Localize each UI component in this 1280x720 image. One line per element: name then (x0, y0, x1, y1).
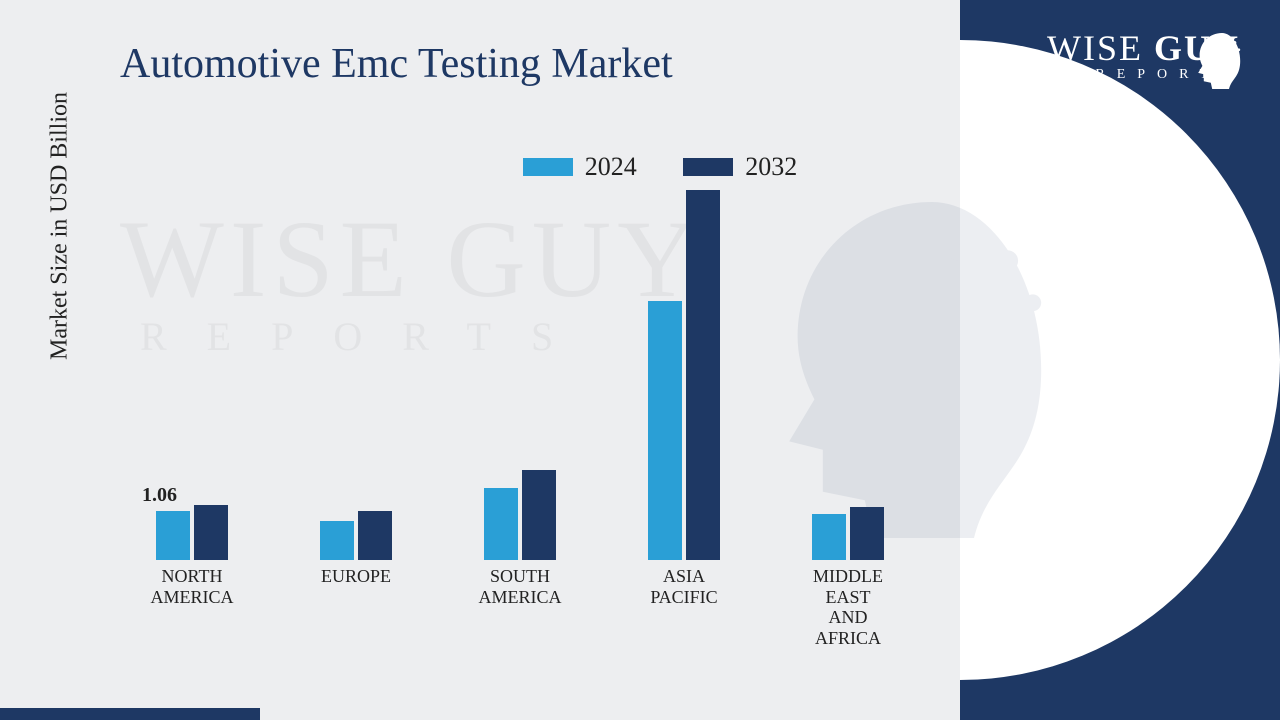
y-axis-label: Market Size in USD Billion (47, 92, 74, 360)
category-label: EUROPE (276, 560, 436, 587)
bar-2024 (484, 488, 518, 560)
bar-2032 (194, 505, 228, 561)
brand-head-icon (1180, 26, 1250, 96)
bar-2024 (648, 301, 682, 560)
legend-swatch-2024 (523, 158, 573, 176)
legend-label-2032: 2032 (745, 152, 797, 181)
bar-2032 (358, 511, 392, 560)
legend-swatch-2032 (683, 158, 733, 176)
legend: 2024 2032 (0, 150, 1280, 182)
category-label: ASIAPACIFIC (604, 560, 764, 607)
bar-group: ASIAPACIFIC (648, 190, 720, 560)
plot-area: NORTHAMERICA1.06 EUROPE SOUTHAMERICA ASIAPA… (110, 190, 930, 560)
category-label: SOUTHAMERICA (440, 560, 600, 607)
bar-group: MIDDLEEASTANDAFRICA (812, 190, 884, 560)
footer-accent-bar (0, 708, 260, 720)
bar-2032 (522, 470, 556, 560)
bar-group: EUROPE (320, 190, 392, 560)
bar-group: NORTHAMERICA1.06 (156, 190, 228, 560)
bar-2024 (812, 514, 846, 560)
bar-2024 (320, 521, 354, 560)
bar-2024 (156, 511, 190, 560)
chart-title: Automotive Emc Testing Market (120, 40, 673, 88)
value-label: 1.06 (142, 484, 177, 507)
chart-stage: WISE GUYREPORTS Automotive Emc Testing M… (0, 0, 1280, 720)
category-label: MIDDLEEASTANDAFRICA (768, 560, 928, 649)
bar-2032 (686, 190, 720, 560)
brand-line1-a: WISE (1047, 28, 1143, 68)
bar-2032 (850, 507, 884, 560)
category-label: NORTHAMERICA (112, 560, 272, 607)
brand-logo: WISE GUY REPORTS (1047, 30, 1240, 82)
bar-group: SOUTHAMERICA (484, 190, 556, 560)
legend-label-2024: 2024 (585, 152, 637, 181)
